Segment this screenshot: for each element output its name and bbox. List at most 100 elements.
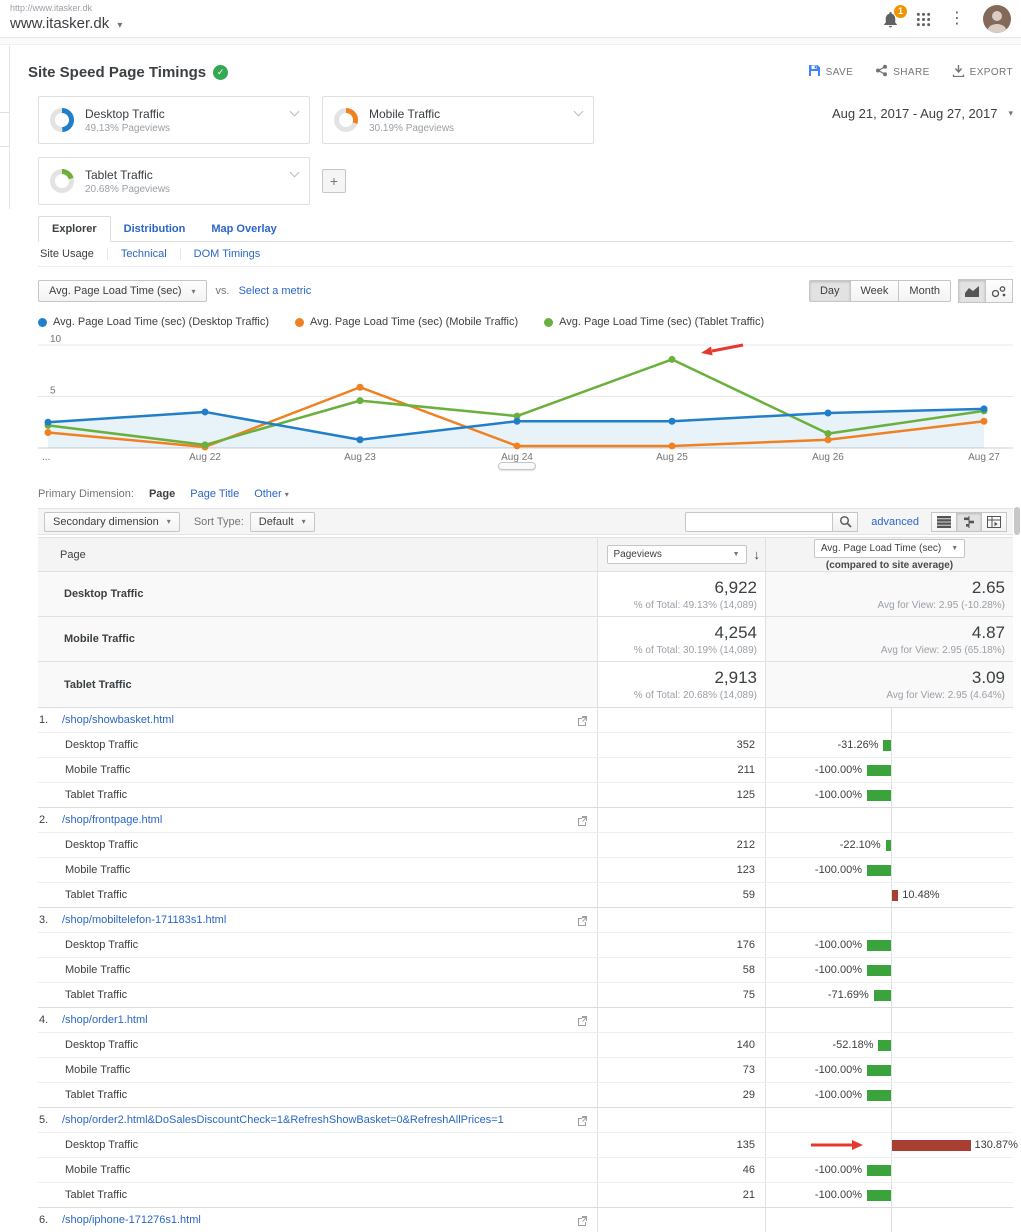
page-link[interactable]: /shop/iphone-171276s1.html	[62, 1214, 201, 1226]
open-in-new-icon[interactable]	[577, 915, 588, 926]
data-view-button[interactable]	[931, 511, 957, 532]
table-segment-row: Mobile Traffic 58 -100.00%	[38, 957, 1013, 982]
page-link[interactable]: /shop/showbasket.html	[62, 714, 174, 726]
comparison-value: -100.00%	[814, 1164, 862, 1176]
chevron-down-icon[interactable]	[289, 167, 300, 178]
secondary-dimension-button[interactable]: Secondary dimension ▾	[44, 511, 180, 532]
legend-item[interactable]: Avg. Page Load Time (sec) (Tablet Traffi…	[544, 316, 764, 328]
table-segment-row: Desktop Traffic 352 -31.26%	[38, 732, 1013, 757]
search-button[interactable]	[832, 511, 859, 532]
svg-text:Aug 25: Aug 25	[656, 452, 688, 463]
open-in-new-icon[interactable]	[577, 1015, 588, 1026]
metric-column-selector[interactable]: Avg. Page Load Time (sec) ▼	[813, 538, 966, 558]
page-link[interactable]: /shop/order2.html&DoSalesDiscountCheck=1…	[62, 1114, 504, 1126]
comparison-bar	[885, 840, 891, 851]
segment-card[interactable]: Mobile Traffic 30.19% Pageviews	[322, 96, 594, 144]
select-metric-link[interactable]: Select a metric	[238, 285, 312, 297]
caret-down-icon: ▾	[301, 517, 306, 526]
secondary-dimension-label: Secondary dimension	[53, 515, 159, 528]
sort-type-label: Sort Type:	[193, 515, 244, 528]
segment-row-name: Mobile Traffic	[65, 1164, 131, 1176]
row-index: 2.	[39, 814, 49, 826]
comparison-bar	[892, 1140, 971, 1151]
account-selector[interactable]: www.itasker.dk ▾	[10, 15, 122, 32]
segment-pageviews: 58	[597, 958, 765, 982]
chevron-down-icon[interactable]	[573, 106, 584, 117]
kebab-menu-icon[interactable]: ⋮	[949, 10, 965, 27]
line-chart-view-button[interactable]	[958, 279, 986, 303]
comparison-axis	[891, 758, 892, 782]
date-range-selector[interactable]: Aug 21, 2017 - Aug 27, 2017 ▾	[832, 106, 1013, 121]
subtab-technical[interactable]: Technical	[106, 248, 180, 260]
subtab-site-usage[interactable]: Site Usage	[40, 248, 94, 260]
table-segment-row: Desktop Traffic 140 -52.18%	[38, 1032, 1013, 1057]
timeline-slider-handle[interactable]	[498, 462, 536, 470]
open-in-new-icon[interactable]	[577, 815, 588, 826]
comparison-bar	[867, 1190, 891, 1201]
open-in-new-icon[interactable]	[577, 715, 588, 726]
table-segment-row: Desktop Traffic 135 130.87%	[38, 1132, 1018, 1157]
save-icon	[808, 64, 821, 80]
granularity-month-button[interactable]: Month	[898, 280, 951, 302]
export-button[interactable]: EXPORT	[952, 64, 1013, 80]
table-page-row: 5. /shop/order2.html&DoSalesDiscountCheck…	[38, 1107, 1013, 1132]
segment-card[interactable]: Tablet Traffic 20.68% Pageviews	[38, 157, 310, 205]
scrollbar-thumb[interactable]	[1014, 507, 1020, 535]
notifications-button[interactable]: 1	[881, 3, 908, 29]
pivot-view-button[interactable]	[981, 511, 1007, 532]
tab-map-overlay[interactable]: Map Overlay	[211, 223, 277, 235]
save-button[interactable]: SAVE	[808, 64, 854, 80]
segment-row-name: Mobile Traffic	[65, 964, 131, 976]
metric-selector[interactable]: Avg. Page Load Time (sec) ▾	[38, 280, 207, 302]
comparison-value: 10.48%	[902, 889, 940, 901]
segment-card[interactable]: Desktop Traffic 49.13% Pageviews	[38, 96, 310, 144]
subtab-dom-timings[interactable]: DOM Timings	[179, 248, 274, 260]
comparison-axis	[891, 1008, 892, 1032]
comparison-axis	[891, 808, 892, 832]
table-segment-row: Desktop Traffic 212 -22.10%	[38, 832, 1013, 857]
summary-row: Tablet Traffic 2,913 % of Total: 20.68% (1…	[38, 662, 1013, 707]
sort-descending-icon[interactable]: ↓	[753, 547, 761, 562]
comparison-axis	[891, 733, 892, 757]
comparison-axis	[891, 1108, 892, 1132]
advanced-filter-link[interactable]: advanced	[871, 515, 919, 528]
segment-row-name: Mobile Traffic	[65, 764, 131, 776]
avatar[interactable]	[983, 5, 1011, 33]
open-in-new-icon[interactable]	[577, 1115, 588, 1126]
table-grid-icon	[937, 515, 951, 528]
share-button[interactable]: SHARE	[875, 64, 929, 80]
page-column-header: Page	[60, 548, 86, 561]
add-segment-button[interactable]: +	[322, 169, 346, 193]
apps-grid-icon[interactable]	[916, 12, 931, 27]
comparison-value: -100.00%	[814, 1064, 862, 1076]
table-search-input[interactable]	[685, 511, 834, 532]
tab-distribution[interactable]: Distribution	[123, 223, 186, 235]
granularity-week-button[interactable]: Week	[849, 280, 900, 302]
caret-down-icon: ▾	[1008, 108, 1013, 118]
sort-type-button[interactable]: Default ▾	[249, 511, 315, 532]
primary-dimension-label: Primary Dimension:	[38, 488, 134, 500]
granularity-day-button[interactable]: Day	[808, 280, 851, 302]
dimension-page[interactable]: Page	[148, 488, 176, 500]
comparison-axis	[891, 1133, 892, 1157]
chevron-down-icon[interactable]	[289, 106, 300, 117]
timeline-chart[interactable]: 5 10... Aug 22 Aug 23 Aug 24 Aug 25 Aug 26 Aug …	[38, 334, 1013, 470]
legend-item[interactable]: Avg. Page Load Time (sec) (Mobile Traffi…	[295, 316, 518, 328]
comparison-bars-icon	[964, 515, 974, 528]
legend-item[interactable]: Avg. Page Load Time (sec) (Desktop Traff…	[38, 316, 269, 328]
dropdown-arrow-icon: ▼	[732, 551, 740, 558]
open-in-new-icon[interactable]	[577, 1215, 588, 1226]
dimension-other[interactable]: Other ▾	[254, 488, 289, 500]
summary-metric-note: Avg for View: 2.95 (65.18%)	[880, 645, 1005, 656]
row-index: 4.	[39, 1014, 49, 1026]
dimension-page-title[interactable]: Page Title	[190, 488, 240, 500]
motion-chart-view-button[interactable]	[985, 279, 1013, 303]
comparison-axis	[891, 958, 892, 982]
comparison-view-button[interactable]	[956, 511, 982, 532]
pivot-grid-icon	[987, 515, 1001, 528]
page-link[interactable]: /shop/frontpage.html	[62, 814, 163, 826]
page-link[interactable]: /shop/mobiltelefon-171183s1.html	[62, 914, 227, 926]
tab-explorer[interactable]: Explorer	[38, 216, 111, 242]
page-link[interactable]: /shop/order1.html	[62, 1014, 148, 1026]
pageviews-column-selector[interactable]: Pageviews ▼	[606, 545, 747, 564]
